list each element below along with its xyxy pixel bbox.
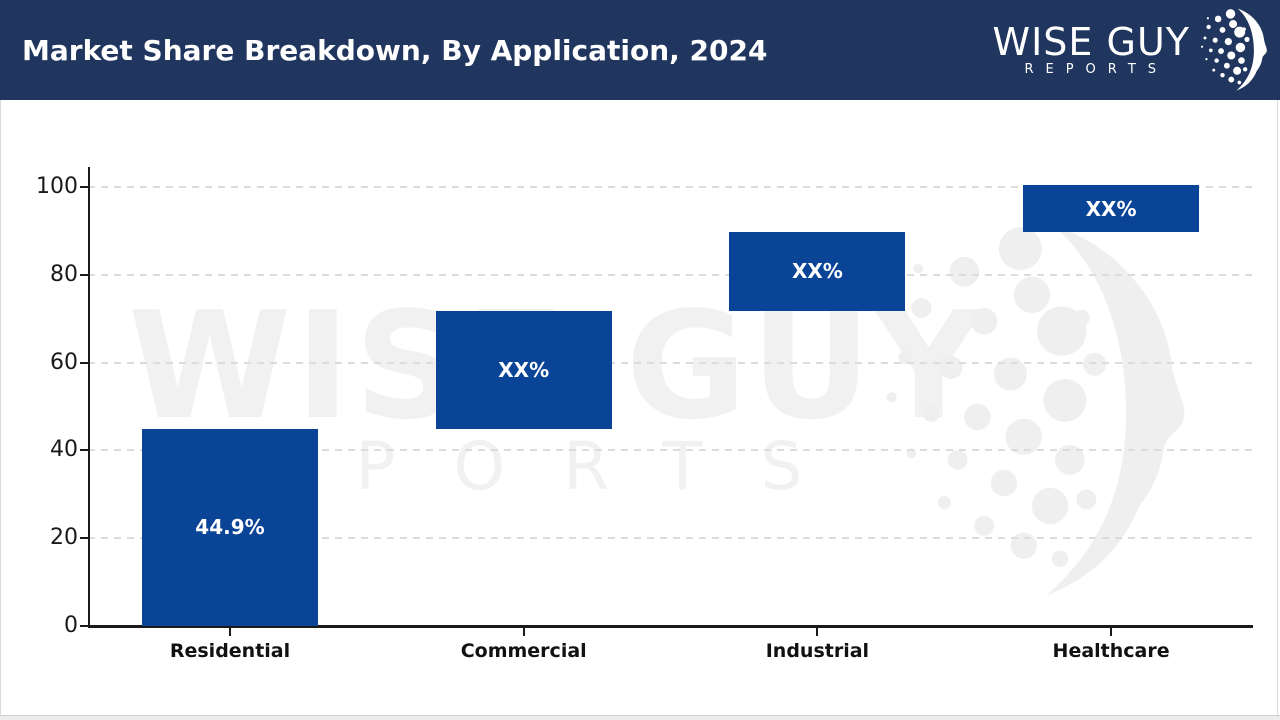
logo-line2: REPORTS [1024,62,1169,78]
x-axis-tick [1110,628,1113,636]
bar-value-label: 44.9% [195,515,265,540]
y-axis-tick-label: 60 [50,349,78,375]
bar-value-label: XX% [1085,196,1137,221]
bar-value-label: XX% [498,357,550,382]
y-axis-tick-label: 20 [50,525,78,551]
y-axis-tick [80,625,88,627]
bar-healthcare: XX% [1023,185,1200,232]
y-axis-line [88,167,90,628]
bar-commercial: XX% [435,310,612,429]
gridline [88,361,1253,364]
logo-text: WISE GUY REPORTS [992,19,1190,78]
x-axis-category-label: Healthcare [1052,640,1170,662]
frame-edge-left [0,100,1,720]
x-axis-line [88,625,1253,628]
logo-line1: WISE GUY [992,19,1190,64]
frame-edge-bottom [0,715,1280,716]
y-axis-tick [80,449,88,452]
gridline [88,537,1253,540]
y-axis-tick [80,537,88,540]
y-axis-tick [80,273,88,276]
x-axis-tick [522,628,525,636]
gridline [88,449,1253,452]
header-bar: Market Share Breakdown, By Application, … [0,0,1280,100]
y-axis-tick-label: 80 [50,261,78,287]
y-axis-tick [80,361,88,364]
x-axis-tick [229,628,231,636]
y-axis-tick-label: 0 [64,613,78,638]
y-axis-tick-label: 100 [36,174,78,199]
frame-edge-right [1277,100,1278,720]
frame-strip-bottom [0,716,1280,720]
x-axis-category-label: Commercial [460,640,587,662]
bar-value-label: XX% [791,259,843,284]
x-axis-tick [816,628,819,636]
x-axis-category-label: Residential [169,640,291,662]
y-axis-tick-label: 40 [50,437,78,463]
logo-dot-head-icon [1200,8,1267,91]
gridline [88,186,1253,188]
gridline [88,273,1253,276]
bar-industrial: XX% [729,231,906,311]
y-axis-tick [80,186,88,188]
x-axis-category-label: Industrial [765,640,870,662]
wise-guy-reports-logo: WISE GUY REPORTS [993,8,1270,92]
bar-residential: 44.9% [142,428,318,626]
chart-title: Market Share Breakdown, By Application, … [22,33,768,67]
